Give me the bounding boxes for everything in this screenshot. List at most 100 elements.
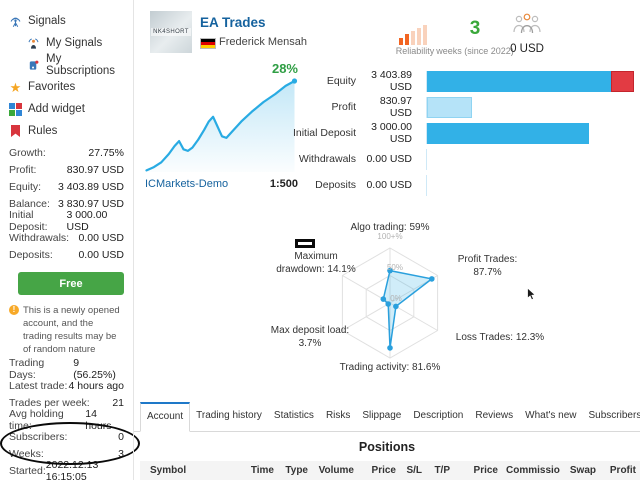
sidebar-item-my-signals[interactable]: My Signals	[0, 32, 133, 54]
col-tp: T/P	[426, 461, 454, 480]
weeks-count: 3	[469, 18, 481, 39]
tab-trading-history[interactable]: Trading history	[196, 410, 262, 421]
notice-text: This is a newly opened account, and the …	[23, 305, 120, 355]
col-commission: Commission	[502, 461, 560, 480]
growth-endpoint	[291, 78, 298, 84]
sidebar-item-label: Rules	[28, 125, 58, 137]
my-subscriptions-icon	[27, 59, 40, 72]
stat-balance: Balance: 3 830.97 USD	[9, 197, 124, 210]
col-symbol: Symbol	[140, 461, 240, 480]
growth-area	[146, 81, 295, 172]
my-signals-icon	[27, 37, 40, 50]
positions-table: Symbol Time Type Volume Price S/L T/P Pr…	[140, 461, 640, 480]
bookmark-icon	[9, 125, 22, 138]
tab-subscribers[interactable]: Subscribers	[588, 410, 640, 421]
sidebar-item-label: My Subscriptions	[46, 53, 116, 77]
sidebar-item-label: Add widget	[28, 103, 85, 115]
sidebar: Signals My Signals My Subscriptions ★ Fa…	[0, 0, 140, 480]
sidebar-nav: Signals My Signals My Subscriptions ★ Fa…	[0, 0, 133, 142]
col-price-current: Price	[454, 461, 502, 480]
stat-subscribers: Subscribers: 0	[9, 430, 124, 443]
balance-bar-track	[426, 148, 634, 170]
stat-weeks: Weeks: 3	[9, 447, 124, 460]
col-price-open: Price	[358, 461, 400, 480]
antenna-icon	[9, 15, 22, 28]
stat-equity: Equity: 3 403.89 USD	[9, 180, 124, 193]
radar-label-trading-activity: Trading activity: 81.6%	[339, 362, 441, 373]
add-widget-icon	[9, 102, 22, 116]
growth-line	[145, 79, 296, 172]
radar-scale-50: 50%	[386, 263, 403, 272]
sidebar-item-favorites[interactable]: ★ Favorites	[0, 76, 133, 98]
balance-bar-track	[426, 174, 634, 196]
tab-whats-new[interactable]: What's new	[525, 410, 577, 421]
sidebar-item-my-subscriptions[interactable]: My Subscriptions	[0, 53, 133, 77]
subscribers-people-icon	[512, 12, 542, 43]
col-swap: Swap	[560, 461, 600, 480]
stat-avg-holding-time: Avg holding time: 14 hours	[9, 407, 112, 432]
sidebar-item-add-widget[interactable]: Add widget	[0, 98, 133, 120]
tab-slippage[interactable]: Slippage	[362, 410, 402, 421]
signal-title[interactable]: EA Trades	[200, 15, 266, 30]
balance-row-deposits: Deposits 0.00 USD	[266, 172, 634, 198]
sidebar-divider	[133, 0, 134, 480]
tab-account[interactable]: Account	[140, 402, 191, 432]
balance-row-equity: Equity 3 403.89 USD	[266, 68, 634, 94]
stat-initial-deposit: Initial Deposit: 3 000.00 USD	[9, 208, 108, 233]
sidebar-item-label: Signals	[28, 15, 66, 27]
mouse-cursor	[527, 287, 537, 301]
balance-bars-chart: Equity 3 403.89 USD Profit 830.97 USD In…	[266, 68, 634, 198]
sidebar-item-rules[interactable]: Rules	[0, 120, 133, 142]
growth-chart	[145, 78, 298, 172]
balance-bar-track	[426, 122, 634, 144]
leverage-label: 1:500	[269, 178, 298, 190]
warning-icon: !	[9, 305, 19, 315]
stat-trading-days: Trading Days: 9 (56.25%)	[9, 356, 116, 381]
stat-trades-per-week: Trades per week: 21	[9, 396, 124, 409]
reliability-bars-icon	[399, 24, 431, 51]
tab-statistics[interactable]: Statistics	[273, 410, 314, 421]
weeks-label: weeks (since 2022)	[436, 46, 514, 56]
col-volume: Volume	[312, 461, 358, 480]
stat-latest-trade: Latest trade: 4 hours ago	[9, 379, 124, 392]
account-stats-top: Growth: 27.75% Profit: 830.97 USD Equity: 3…	[0, 144, 133, 263]
sidebar-item-label: My Signals	[46, 37, 103, 49]
balance-row-initial-deposit: Initial Deposit 3 000.00 USD	[266, 120, 634, 146]
radar-label-max-deposit-load: Max deposit load: 3.7%	[270, 325, 350, 349]
col-type: Type	[278, 461, 312, 480]
radar-label-maximum-drawdown: Maximum drawdown: 14.1%	[276, 251, 356, 275]
tab-risks[interactable]: Risks	[325, 410, 351, 421]
radar-polygon	[382, 269, 434, 349]
col-sl: S/L	[400, 461, 426, 480]
stat-deposits: Deposits: 0.00 USD	[9, 248, 124, 261]
radar-scale-100: 100+%	[377, 232, 403, 241]
broker-link[interactable]: ICMarkets-Demo	[145, 178, 229, 190]
sidebar-item-label: Favorites	[28, 81, 76, 93]
sidebar-item-signals[interactable]: Signals	[0, 10, 133, 32]
positions-title: Positions	[358, 440, 416, 454]
free-button[interactable]: Free	[18, 272, 124, 295]
stat-profit: Profit: 830.97 USD	[9, 163, 124, 176]
radar-label-loss-trades: Loss Trades: 12.3%	[455, 332, 545, 343]
col-profit: Profit	[600, 461, 640, 480]
balance-row-profit: Profit 830.97 USD	[266, 94, 634, 120]
radar-label-profit-trades: Profit Trades: 87.7%	[457, 254, 518, 278]
account-notice: ! This is a newly opened account, and th…	[9, 304, 124, 356]
radar-scale-0: 0%	[390, 294, 402, 303]
radar-chart	[341, 247, 439, 359]
signal-price: 0 USD	[510, 43, 544, 55]
balance-bar-track	[426, 96, 634, 118]
stat-withdrawals: Withdrawals: 0.00 USD	[9, 231, 124, 244]
account-stats-bottom: Trading Days: 9 (56.25%) Latest trade: 4 h…	[0, 356, 133, 480]
balance-bar-track	[426, 70, 634, 92]
signal-author: Frederick Mensah	[219, 36, 308, 48]
signal-avatar[interactable]: NK4SHORT	[150, 11, 192, 53]
balance-row-withdrawals: Withdrawals 0.00 USD	[266, 146, 634, 172]
tab-description[interactable]: Description	[413, 410, 464, 421]
tab-reviews[interactable]: Reviews	[475, 410, 514, 421]
growth-percent-label: 28%	[271, 61, 298, 76]
stat-started: Started: 2022.12.13 16:15:05	[9, 458, 99, 480]
annotation-rectangle	[295, 239, 315, 248]
radar-dots	[380, 267, 435, 351]
